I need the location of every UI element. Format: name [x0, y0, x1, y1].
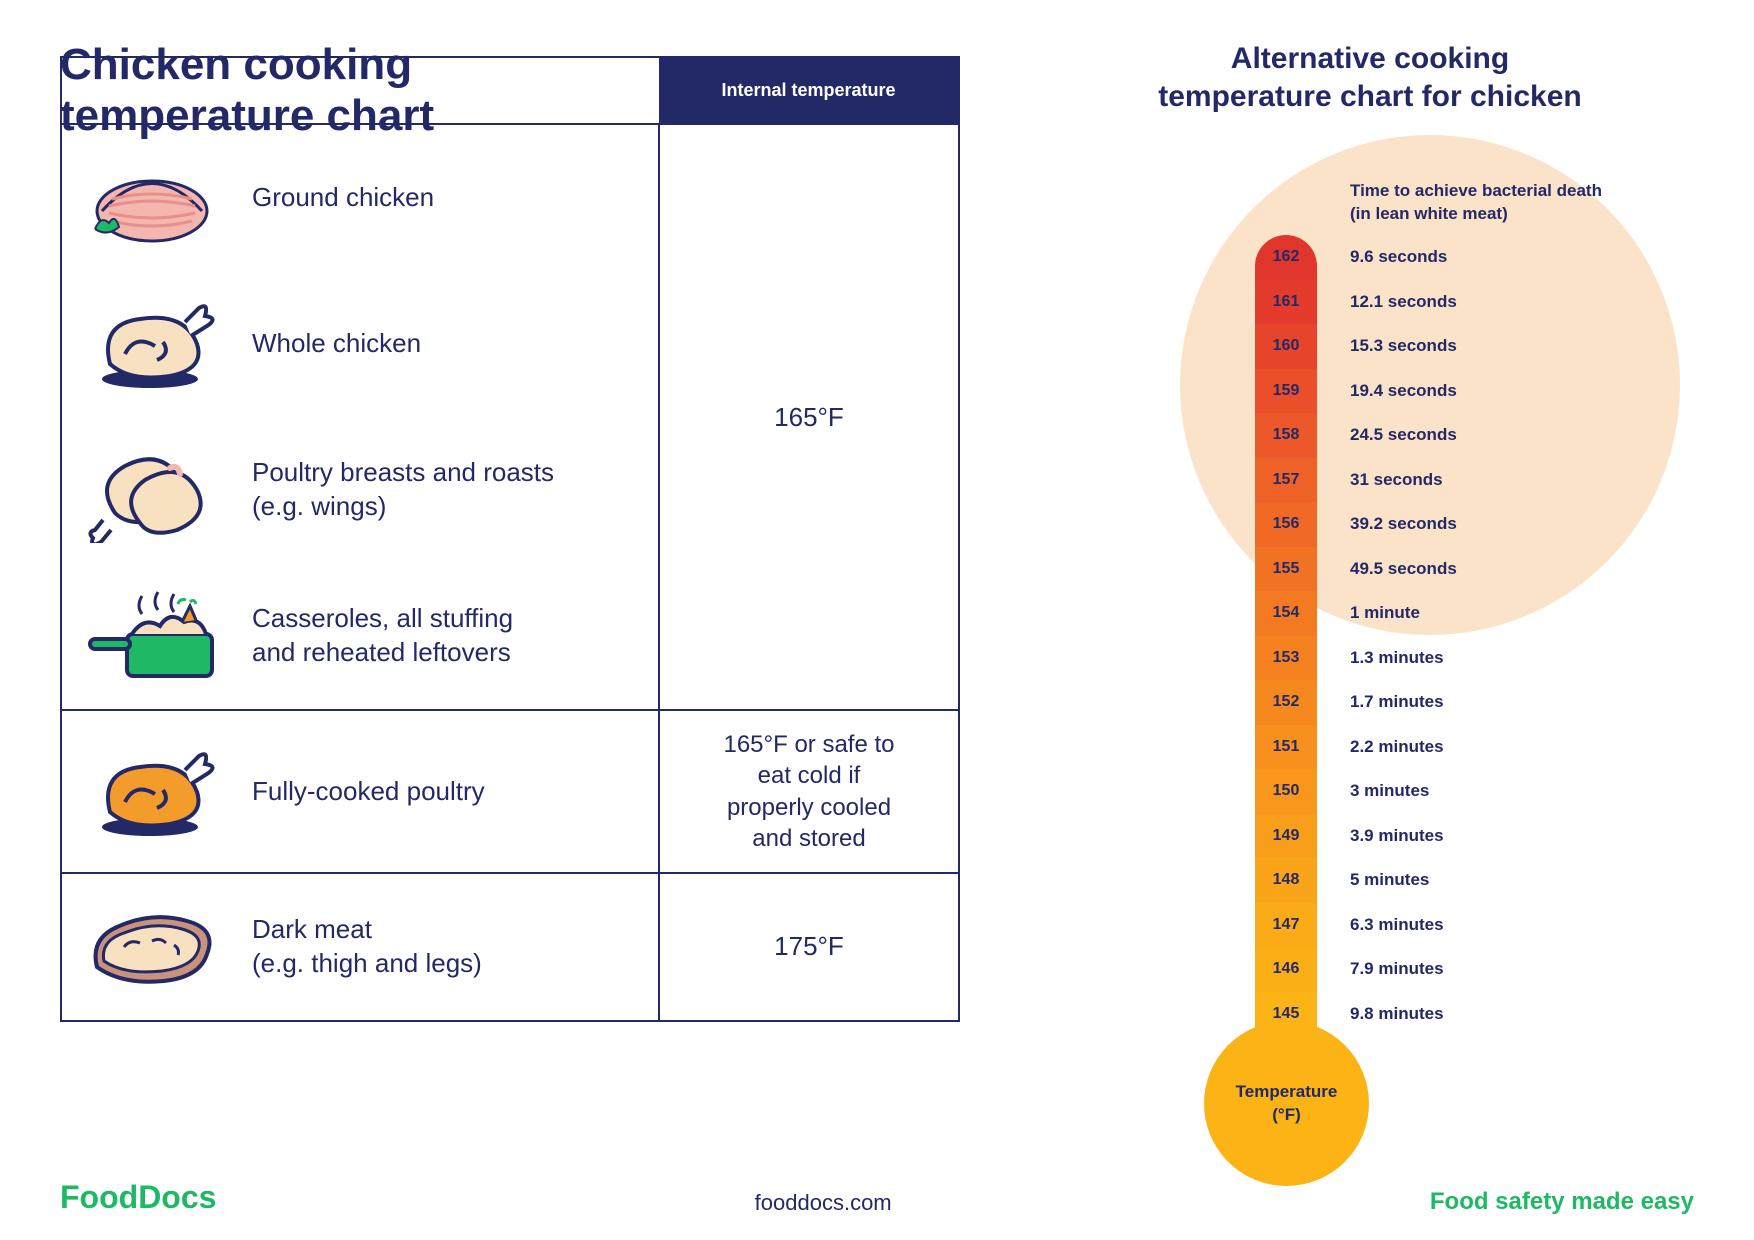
thermo-segment: 152	[1255, 680, 1317, 725]
thermo-segment: 160	[1255, 324, 1317, 369]
thermo-time-label: 7.9 minutes	[1350, 947, 1457, 992]
footer: FoodDocs fooddocs.com Food safety made e…	[60, 1179, 1694, 1216]
item-label: Whole chicken	[252, 327, 421, 361]
item-label: Casseroles, all stuffingand reheated lef…	[252, 602, 513, 670]
thermo-time-label: 6.3 minutes	[1350, 903, 1457, 948]
ground-chicken-icon	[82, 143, 222, 253]
thermo-time-label: 9.8 minutes	[1350, 992, 1457, 1037]
thermo-time-label: 3.9 minutes	[1350, 814, 1457, 859]
fully-cooked-temp: 165°F or safe toeat cold ifproperly cool…	[659, 710, 959, 873]
main-container: Chicken cookingtemperature chart Interna…	[60, 40, 1694, 1105]
item-label: Ground chicken	[252, 181, 434, 215]
dark-meat-icon	[82, 892, 222, 1002]
thermo-segment: 156	[1255, 502, 1317, 547]
casserole-icon	[82, 581, 222, 691]
alt-title: Alternative cookingtemperature chart for…	[1060, 40, 1680, 115]
table-header-temp: Internal temperature	[659, 57, 959, 124]
table-row: Fully-cooked poultry 165°F or safe toeat…	[61, 710, 959, 873]
thermo-segment: 146	[1255, 947, 1317, 992]
thermo-segment: 153	[1255, 636, 1317, 681]
table-row: Dark meat(e.g. thigh and legs) 175°F	[61, 873, 959, 1021]
thermo-time-label: 1.7 minutes	[1350, 680, 1457, 725]
group1-temp: 165°F	[659, 124, 959, 710]
thermo-segment: 155	[1255, 547, 1317, 592]
thermo-time-label: 49.5 seconds	[1350, 547, 1457, 592]
item-label: Fully-cooked poultry	[252, 775, 485, 809]
thermo-time-label: 15.3 seconds	[1350, 324, 1457, 369]
thermo-segment: 154	[1255, 591, 1317, 636]
thermo-time-label: 3 minutes	[1350, 769, 1457, 814]
right-panel: Alternative cookingtemperature chart for…	[1060, 40, 1680, 1105]
thermo-segment: 151	[1255, 725, 1317, 770]
logo-suffix: Docs	[138, 1179, 216, 1215]
logo-prefix: Food	[60, 1179, 138, 1215]
footer-url: fooddocs.com	[755, 1190, 892, 1216]
thermo-time-label: 12.1 seconds	[1350, 280, 1457, 325]
thermo-segment: 158	[1255, 413, 1317, 458]
thermo-caption: Time to achieve bacterial death(in lean …	[1350, 180, 1602, 226]
fully-cooked-icon	[82, 737, 222, 847]
item-label: Poultry breasts and roasts(e.g. wings)	[252, 456, 554, 524]
thermo-bulb: Temperature(°F)	[1204, 1021, 1369, 1186]
thermo-time-label: 39.2 seconds	[1350, 502, 1457, 547]
thermo-segment: 159	[1255, 369, 1317, 414]
thermo-segment: 149	[1255, 814, 1317, 859]
thermo-time-label: 2.2 minutes	[1350, 725, 1457, 770]
breasts-roasts-icon	[82, 435, 222, 545]
thermo-segment: 161	[1255, 280, 1317, 325]
temperature-table: Internal temperature G	[60, 56, 960, 1022]
thermo-time-label: 24.5 seconds	[1350, 413, 1457, 458]
thermo-time-label: 31 seconds	[1350, 458, 1457, 503]
thermo-segment: 157	[1255, 458, 1317, 503]
thermo-column: 1621611601591581571561551541531521511501…	[1255, 235, 1317, 1036]
dark-meat-temp: 175°F	[659, 873, 959, 1021]
thermo-segment: 150	[1255, 769, 1317, 814]
thermo-segment: 148	[1255, 858, 1317, 903]
thermometer-chart: Time to achieve bacterial death(in lean …	[1060, 135, 1680, 1105]
bulb-label: Temperature(°F)	[1236, 1081, 1338, 1125]
item-label: Dark meat(e.g. thigh and legs)	[252, 913, 482, 981]
left-panel: Chicken cookingtemperature chart Interna…	[60, 40, 960, 1105]
table-row: Ground chicken 165°F	[61, 124, 959, 271]
thermo-time-label: 19.4 seconds	[1350, 369, 1457, 414]
thermo-time-label: 9.6 seconds	[1350, 235, 1457, 280]
thermo-segment: 147	[1255, 903, 1317, 948]
whole-chicken-icon	[82, 289, 222, 399]
thermo-time-label: 5 minutes	[1350, 858, 1457, 903]
thermo-time-label: 1.3 minutes	[1350, 636, 1457, 681]
footer-tagline: Food safety made easy	[1430, 1188, 1694, 1216]
thermo-times: 9.6 seconds12.1 seconds15.3 seconds19.4 …	[1350, 235, 1457, 1036]
brand-logo: FoodDocs	[60, 1179, 216, 1216]
thermo-time-label: 1 minute	[1350, 591, 1457, 636]
